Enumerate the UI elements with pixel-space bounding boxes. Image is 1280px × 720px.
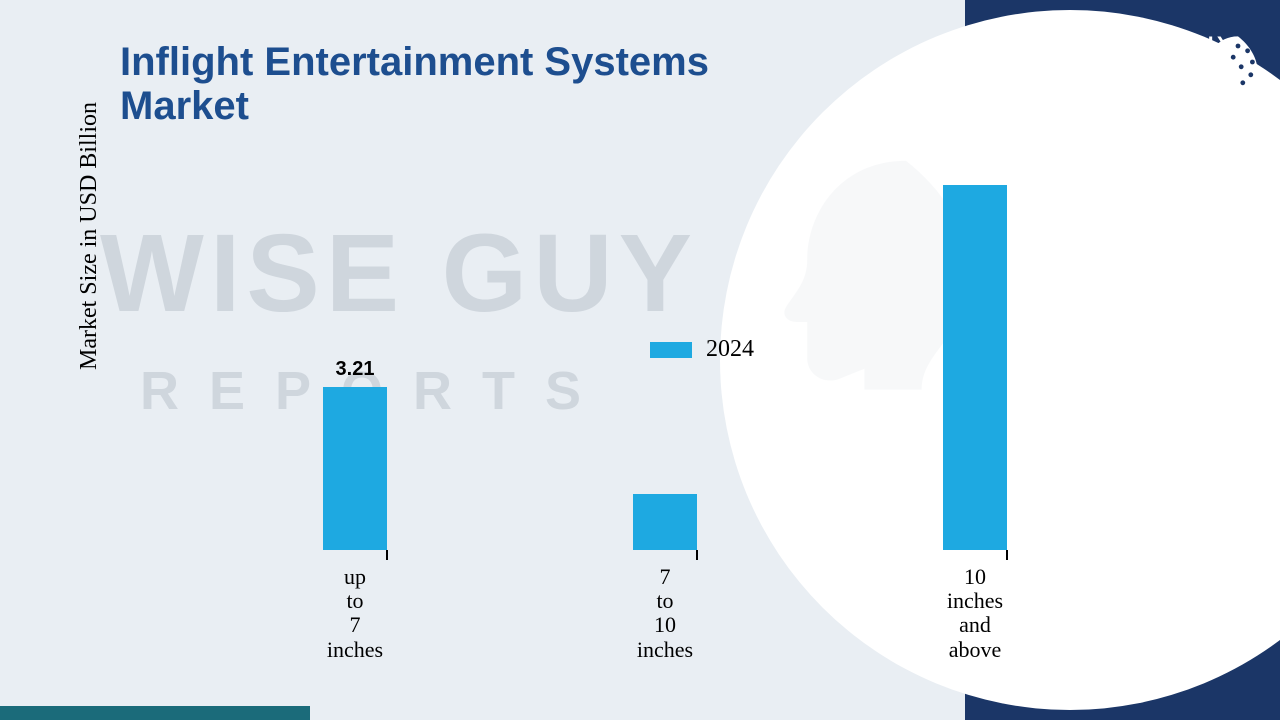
x-axis-label: 10inchesandabove [915, 565, 1035, 662]
bar [943, 185, 1007, 550]
y-axis-label: Market Size in USD Billion [76, 102, 103, 370]
legend-swatch [650, 342, 692, 358]
x-tick [386, 550, 388, 560]
chart-stage: WISE GUY REPORTS Inflight Entertainment … [0, 0, 1280, 720]
brand-head-icon [1190, 30, 1270, 110]
x-tick [1006, 550, 1008, 560]
x-axis-label: upto7inches [295, 565, 415, 662]
plot-area: 3.21 [110, 170, 990, 550]
bar [633, 494, 697, 550]
legend: 2024 [650, 336, 754, 363]
x-tick [696, 550, 698, 560]
bar [323, 387, 387, 550]
chart-title: Inflight Entertainment Systems Market [120, 40, 760, 128]
bar-value-label: 3.21 [313, 358, 397, 381]
decorative-bottom-bar [0, 706, 310, 720]
legend-label: 2024 [706, 336, 754, 363]
x-axis-label: 7to10inches [605, 565, 725, 662]
